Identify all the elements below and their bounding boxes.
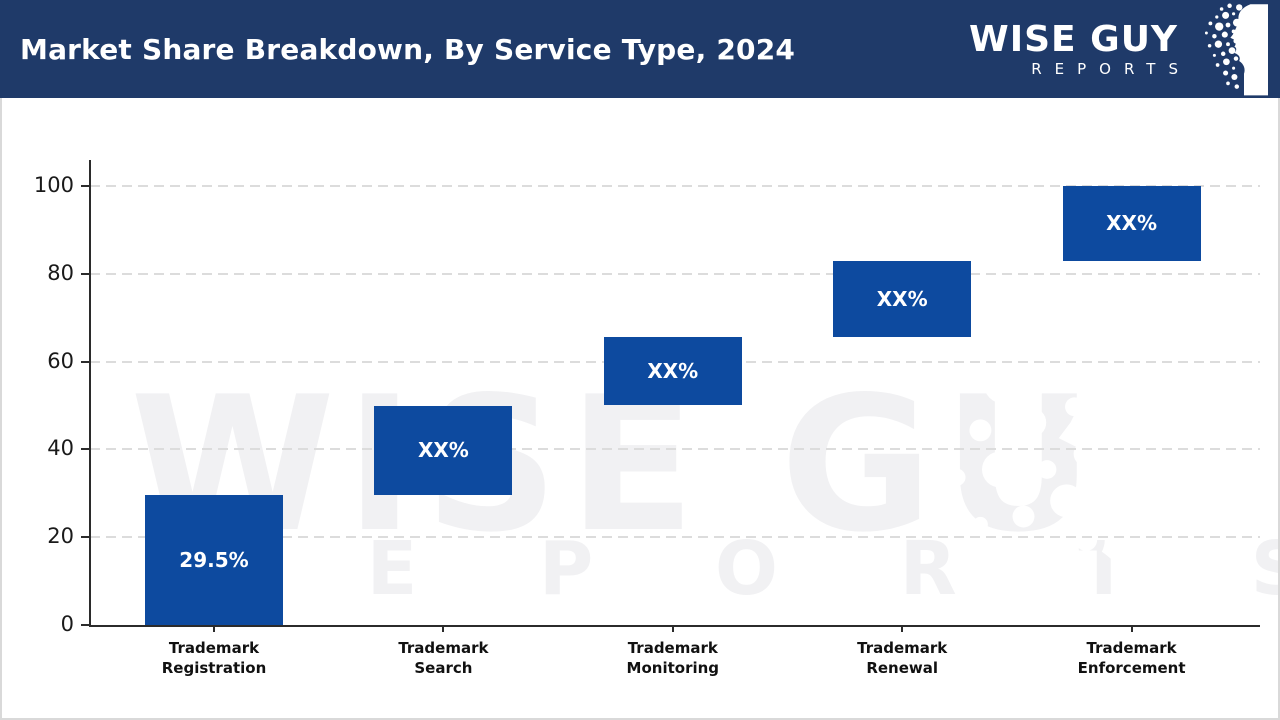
- gridline: [90, 185, 1260, 187]
- page-title: Market Share Breakdown, By Service Type,…: [20, 32, 796, 66]
- bar-segment: 29.5%: [145, 495, 283, 625]
- y-axis: [89, 160, 91, 627]
- header: Market Share Breakdown, By Service Type,…: [0, 0, 1280, 98]
- x-category-label: Trademark Search: [398, 639, 489, 678]
- x-tick: [1130, 625, 1133, 632]
- wise-guy-logo: WISE GUY REPORTS: [969, 0, 1274, 98]
- logo-subtitle: REPORTS: [1031, 59, 1191, 78]
- bar-segment: XX%: [374, 405, 513, 496]
- y-tick: [81, 536, 90, 539]
- bar-segment: XX%: [603, 337, 742, 406]
- x-tick: [671, 625, 674, 632]
- x-category-label: Trademark Renewal: [857, 639, 948, 678]
- logo-face-icon: [1204, 3, 1268, 96]
- y-tick-label: 20: [47, 524, 74, 549]
- y-tick: [81, 185, 90, 187]
- bar-segment: XX%: [833, 260, 972, 338]
- x-axis: [89, 625, 1260, 627]
- y-tick-label: 60: [47, 348, 74, 373]
- bar-value-label: XX%: [647, 359, 699, 384]
- bar-value-label: XX%: [417, 438, 469, 463]
- x-category-label: Trademark Monitoring: [626, 639, 720, 678]
- y-tick-label: 0: [60, 612, 74, 636]
- y-tick: [81, 624, 90, 626]
- bar-segment: XX%: [1062, 186, 1201, 261]
- gridline: [90, 536, 1260, 539]
- y-tick-label: 80: [47, 260, 74, 285]
- bar-value-label: 29.5%: [179, 548, 249, 573]
- x-tick: [442, 625, 445, 632]
- logo-wordmark: WISE GUY: [968, 18, 1178, 60]
- y-tick: [81, 272, 90, 275]
- x-tick: [901, 625, 904, 632]
- y-tick: [81, 360, 90, 363]
- chart-area: WISE GU R E P O R T S 0 20 40 60 80 100 29.5% X…: [0, 98, 1280, 720]
- x-category-label: Trademark Enforcement: [1077, 639, 1186, 678]
- y-tick: [81, 448, 90, 451]
- gridline: [90, 448, 1260, 451]
- x-category-label: Trademark Registration: [161, 639, 267, 678]
- y-tick-label: 100: [33, 173, 74, 197]
- gridline: [90, 272, 1260, 275]
- y-tick-label: 40: [47, 436, 74, 461]
- bar-value-label: XX%: [1106, 211, 1158, 236]
- bar-value-label: XX%: [876, 287, 928, 312]
- x-tick: [213, 625, 215, 632]
- logo-text: WISE GUY REPORTS: [968, 18, 1178, 77]
